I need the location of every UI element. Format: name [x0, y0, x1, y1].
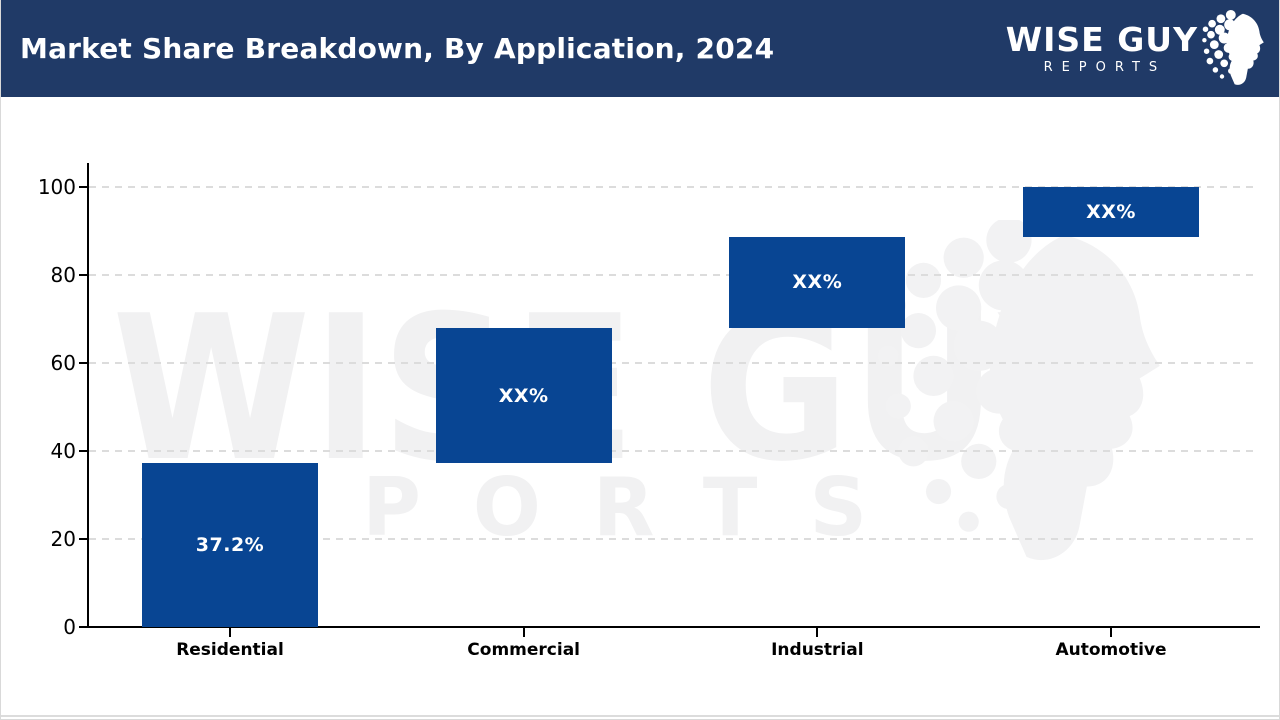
- x-category-label: Commercial: [467, 640, 580, 660]
- footer-divider: [0, 715, 1280, 717]
- y-tick-label: 100: [37, 175, 76, 199]
- bar: XX%: [435, 327, 612, 464]
- bar-value-label: XX%: [498, 384, 549, 407]
- x-axis-line: [86, 626, 1260, 628]
- header: Market Share Breakdown, By Application, …: [0, 0, 1280, 97]
- y-tick-label: 80: [50, 263, 76, 287]
- x-category-label: Automotive: [1055, 640, 1167, 660]
- y-axis-line: [87, 163, 89, 628]
- x-category-label: Residential: [176, 640, 284, 660]
- gridline: [89, 186, 1258, 188]
- bar: XX%: [1023, 187, 1199, 237]
- y-tick-mark: [79, 450, 87, 452]
- gridline: [89, 450, 1258, 452]
- y-tick-mark: [79, 274, 87, 276]
- bar: XX%: [729, 236, 906, 328]
- y-tick-mark: [79, 186, 87, 188]
- bar-value-label: XX%: [792, 271, 843, 294]
- wiseguy-head-icon: [1202, 9, 1264, 85]
- y-tick-mark: [79, 538, 87, 540]
- x-tick-mark: [229, 628, 231, 637]
- x-tick-mark: [816, 628, 819, 637]
- page-title: Market Share Breakdown, By Application, …: [20, 32, 775, 65]
- x-category-label: Industrial: [771, 640, 864, 660]
- logo-subtext: REPORTS: [1043, 59, 1167, 75]
- y-tick-label: 0: [63, 615, 76, 639]
- bar: 37.2%: [142, 463, 318, 627]
- y-tick-mark: [79, 626, 87, 628]
- gridline: [89, 274, 1258, 276]
- y-tick-label: 40: [50, 439, 76, 463]
- wiseguy-logo: WISE GUY REPORTS: [1006, 9, 1266, 89]
- logo-wordmark: WISE GUY: [1005, 20, 1198, 60]
- gridline: [89, 538, 1258, 540]
- y-tick-mark: [79, 362, 87, 364]
- bar-value-label: 37.2%: [195, 534, 265, 557]
- logo-text: WISE GUY REPORTS: [1006, 23, 1198, 75]
- y-tick-label: 20: [50, 527, 76, 551]
- y-tick-label: 60: [50, 351, 76, 375]
- x-tick-mark: [522, 628, 525, 637]
- bar-value-label: XX%: [1086, 200, 1136, 223]
- gridline: [89, 362, 1258, 364]
- x-tick-mark: [1110, 628, 1112, 637]
